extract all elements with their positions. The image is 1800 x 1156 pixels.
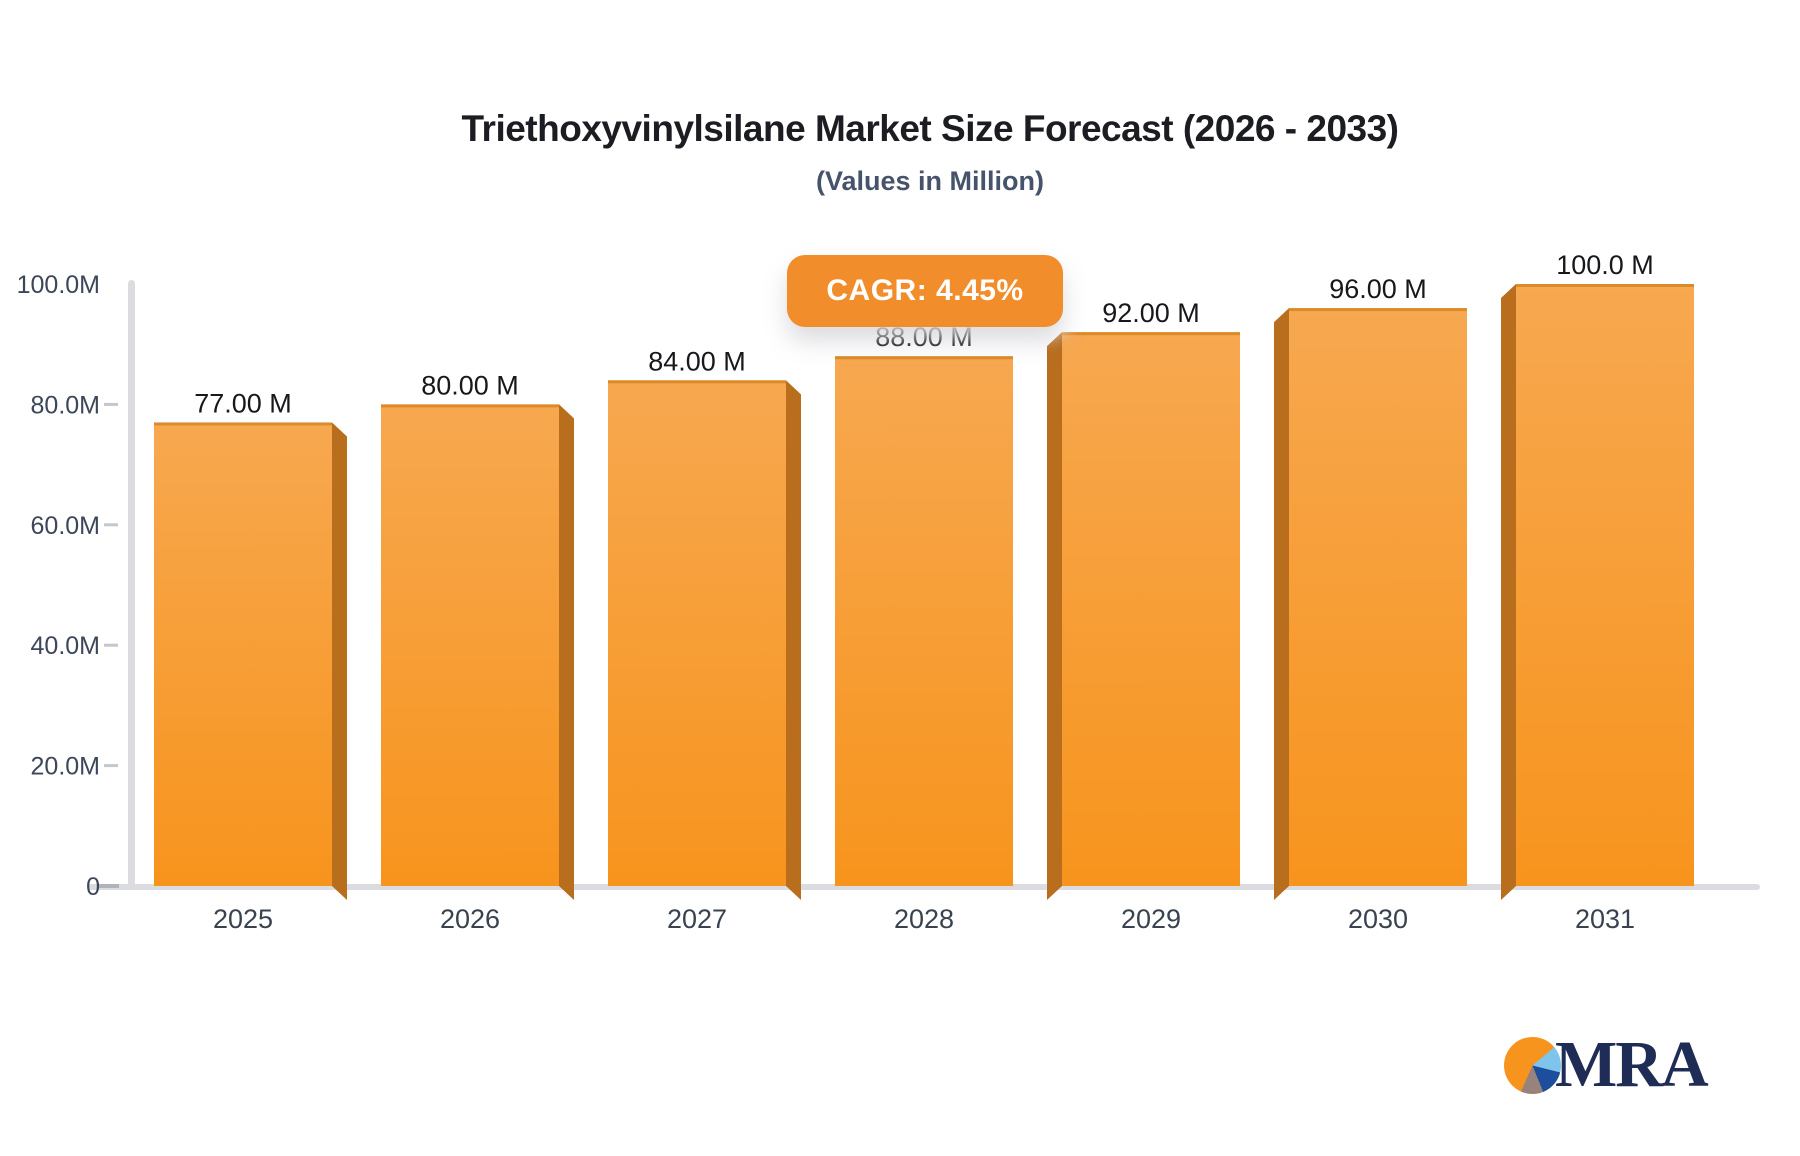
x-tick-label-2030: 2030 — [1348, 904, 1408, 934]
x-tick-label-2027: 2027 — [667, 904, 727, 934]
bar-2030[interactable] — [1289, 308, 1467, 887]
bar-side-2027 — [786, 380, 801, 900]
bar-2029[interactable] — [1062, 332, 1240, 886]
y-tick — [104, 764, 118, 768]
bar-top-edge-2026 — [381, 404, 559, 408]
x-tick-label-2026: 2026 — [440, 904, 500, 934]
bar-top-edge-2031 — [1516, 284, 1694, 287]
bar-side-2031 — [1501, 284, 1516, 900]
y-tick — [104, 643, 118, 647]
bar-top-edge-2027 — [608, 380, 786, 384]
y-tick-label: 80.0M — [31, 391, 100, 419]
bar-value-label-2026: 80.00 M — [421, 370, 519, 400]
bar-2031[interactable] — [1516, 284, 1694, 886]
bar-side-2029 — [1047, 332, 1062, 900]
bar-top-edge-2025 — [154, 422, 332, 426]
y-tick-label: 40.0M — [31, 632, 100, 660]
bar-value-label-2028: 88.00 M — [875, 322, 973, 352]
y-tick-label: 100.0M — [17, 271, 100, 299]
bar-value-label-2029: 92.00 M — [1102, 298, 1200, 328]
bar-value-label-2025: 77.00 M — [194, 388, 292, 418]
y-tick — [104, 523, 118, 527]
y-axis-line — [128, 280, 135, 890]
bar-side-2030 — [1274, 308, 1289, 901]
chart-subtitle: (Values in Million) — [815, 166, 1045, 196]
bar-value-label-2031: 100.0 M — [1556, 250, 1654, 280]
x-tick-label-2029: 2029 — [1121, 904, 1181, 934]
pie-chart-icon — [1504, 1036, 1561, 1094]
bar-2025[interactable] — [154, 422, 332, 886]
bar-top-edge-2028 — [835, 356, 1013, 360]
bar-2027[interactable] — [608, 380, 786, 886]
bar-side-2026 — [559, 404, 574, 900]
bar-value-label-2030: 96.00 M — [1329, 274, 1427, 304]
bar-value-label-2027: 84.00 M — [648, 346, 746, 376]
bar-2028[interactable] — [835, 356, 1013, 886]
x-tick-label-2031: 2031 — [1575, 904, 1635, 934]
bar-side-2025 — [332, 422, 347, 900]
y-tick — [104, 402, 118, 406]
y-tick-label: 0 — [86, 873, 100, 901]
y-tick-label: 60.0M — [31, 512, 100, 540]
cagr-badge-label: CAGR: 4.45% — [826, 274, 1024, 307]
logo-text: MRA — [1555, 1028, 1709, 1101]
page-title: Triethoxyvinylsilane Market Size Forecas… — [461, 108, 1399, 149]
x-tick-label-2028: 2028 — [894, 904, 954, 934]
x-tick-label-2025: 2025 — [213, 904, 273, 934]
mra-logo: MRA — [1504, 1028, 1709, 1101]
bar-2026[interactable] — [381, 404, 559, 886]
bar-top-edge-2030 — [1289, 308, 1467, 312]
bar-top-edge-2029 — [1062, 332, 1240, 336]
y-tick — [97, 884, 119, 888]
y-tick-label: 20.0M — [31, 753, 100, 781]
cagr-badge: CAGR: 4.45% — [787, 255, 1063, 327]
